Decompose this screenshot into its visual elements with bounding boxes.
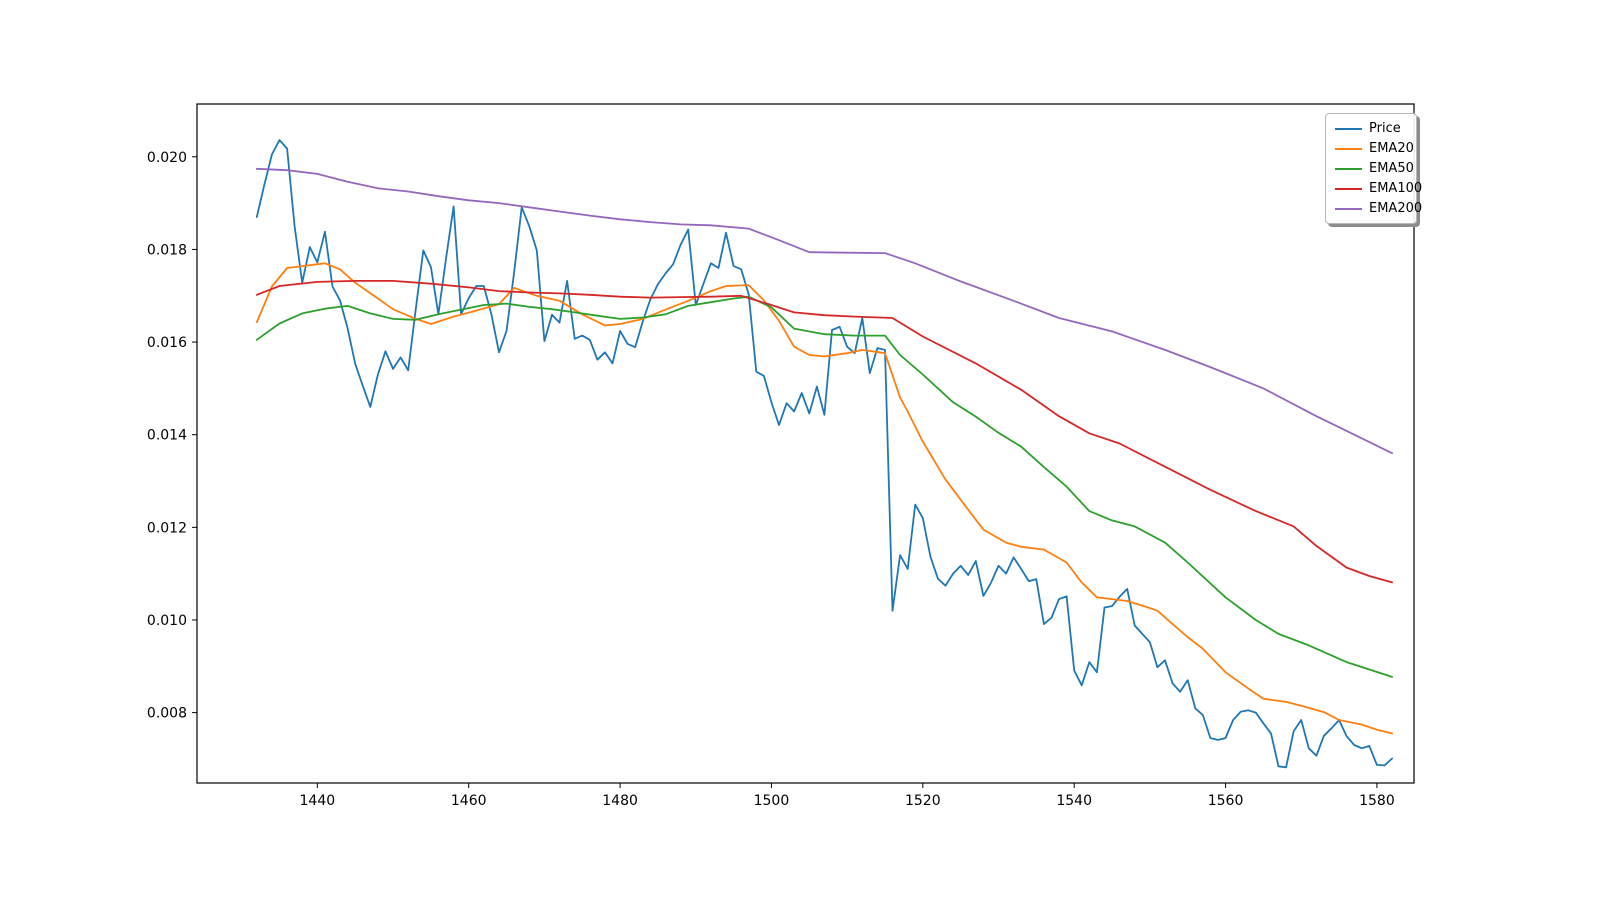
x-tick-label: 1500	[754, 793, 790, 809]
series-line-price	[255, 139, 1393, 769]
legend-label: EMA200	[1369, 201, 1423, 216]
series-line-ema50	[255, 295, 1393, 678]
y-tick-label: 0.018	[147, 242, 187, 258]
legend-entry-ema100: EMA100	[1335, 181, 1422, 196]
x-tick-label: 1520	[905, 793, 941, 809]
x-tick-label: 1460	[451, 793, 487, 809]
legend-entry-ema50: EMA50	[1335, 161, 1414, 176]
ema100-line-swatch	[1335, 187, 1362, 190]
legend-label: EMA20	[1369, 141, 1414, 156]
y-tick-label: 0.010	[147, 613, 187, 629]
series-line-ema200	[255, 167, 1393, 455]
axes-spines	[196, 103, 1415, 784]
legend: Price EMA20 EMA50 EMA100 EMA200	[1325, 113, 1422, 224]
ema50-line-swatch	[1335, 167, 1362, 170]
legend-entry-ema20: EMA20	[1335, 141, 1414, 156]
price-line-swatch	[1335, 127, 1362, 130]
x-tick-label: 1560	[1208, 793, 1244, 809]
legend-entry-price: Price	[1335, 121, 1408, 136]
series-line-ema100	[255, 279, 1393, 584]
x-tick-label: 1480	[602, 793, 638, 809]
x-tick-label: 1440	[300, 793, 336, 809]
ema200-line-swatch	[1335, 207, 1362, 210]
y-tick-label: 0.014	[147, 428, 187, 444]
legend-label: EMA100	[1369, 181, 1423, 196]
legend-label: Price	[1369, 121, 1401, 136]
legend-label: EMA50	[1369, 161, 1414, 176]
legend-entry-ema200: EMA200	[1335, 201, 1422, 216]
x-tick-label: 1580	[1359, 793, 1395, 809]
x-tick-label: 1540	[1056, 793, 1092, 809]
series-line-ema20	[255, 262, 1393, 735]
y-tick-label: 0.016	[147, 335, 187, 351]
y-tick-label: 0.020	[147, 150, 187, 166]
y-tick-label: 0.008	[147, 706, 187, 722]
ema20-line-swatch	[1335, 147, 1362, 150]
y-tick-label: 0.012	[147, 520, 187, 536]
